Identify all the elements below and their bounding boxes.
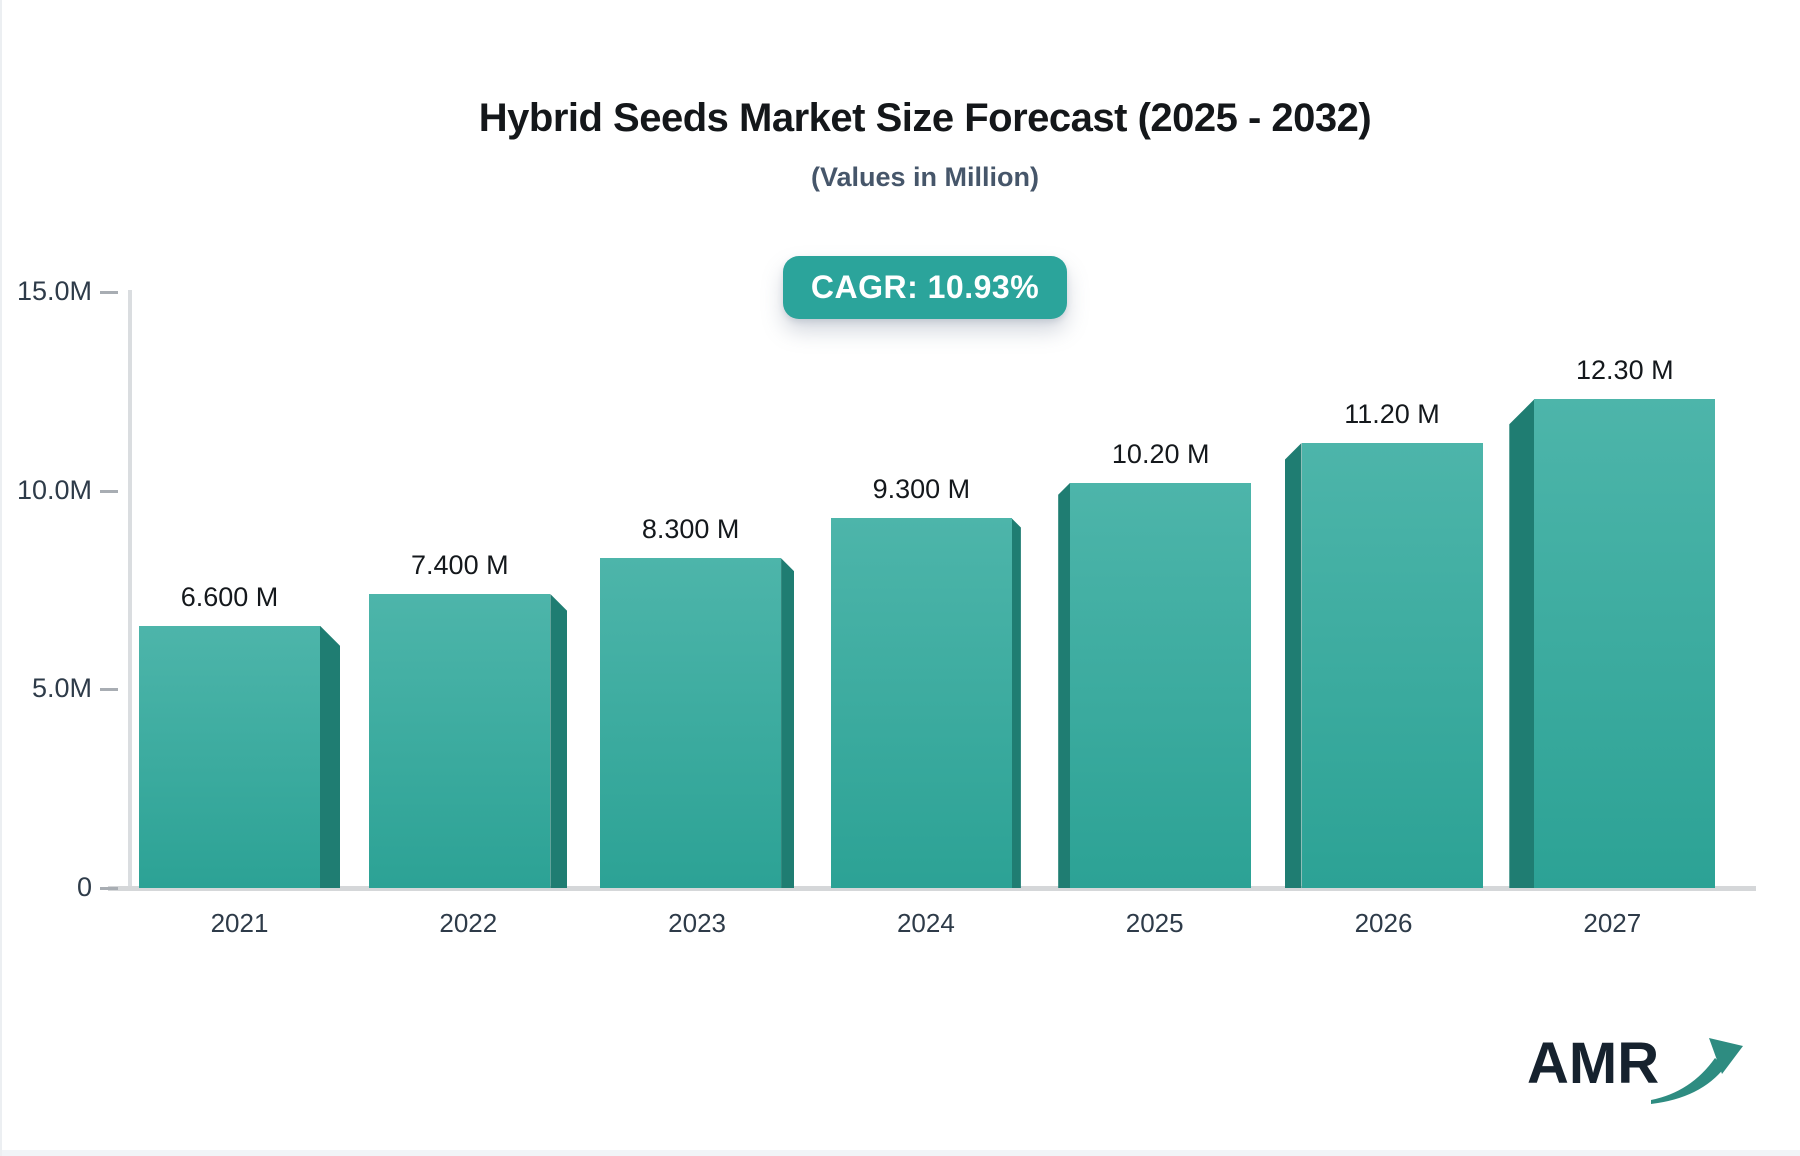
- bar-value-label: 6.600 M: [180, 581, 279, 612]
- left-edge-strip: [0, 0, 2, 1156]
- growth-arrow-icon: [1651, 1038, 1743, 1104]
- chart-title: Hybrid Seeds Market Size Forecast (2025 …: [478, 96, 1372, 140]
- y-tick-mark: [100, 291, 118, 294]
- bar: [830, 518, 1012, 888]
- bar-side: [550, 593, 568, 888]
- y-tick-mark: [100, 688, 118, 692]
- x-tick-label: 2022: [439, 908, 498, 938]
- bar-side: [1011, 518, 1021, 888]
- bar-value-label: 9.300 M: [872, 474, 971, 505]
- bar-value-label: 11.20 M: [1344, 398, 1440, 429]
- bar-value-label: 8.300 M: [641, 514, 740, 545]
- chart-subtitle: (Values in Million): [810, 162, 1040, 192]
- y-tick-label: 15.0M: [16, 276, 92, 306]
- cagr-badge: CAGR: 10.93%: [782, 256, 1068, 319]
- bar-value-label: 7.400 M: [411, 549, 509, 580]
- x-tick-label: 2026: [1354, 908, 1413, 938]
- x-tick-label: 2027: [1583, 908, 1642, 938]
- bottom-edge-strip: [0, 1150, 1800, 1156]
- x-tick-label: 2023: [668, 908, 727, 938]
- x-tick-label: 2021: [210, 908, 269, 938]
- bar: [600, 558, 782, 888]
- cagr-badge-row: CAGR: 10.93%: [0, 256, 1800, 319]
- y-tick-label: 0: [76, 872, 92, 902]
- amr-logo: AMR: [1527, 1030, 1757, 1120]
- bar: [1070, 482, 1252, 888]
- bar: [369, 593, 551, 888]
- bar: [139, 625, 320, 888]
- y-tick-mark: [100, 887, 118, 890]
- bar-value-label: 12.30 M: [1576, 355, 1674, 386]
- bar-value-label: 10.20 M: [1111, 438, 1210, 469]
- x-tick-label: 2024: [896, 908, 955, 938]
- bar: [1301, 442, 1483, 888]
- logo-text: AMR: [1527, 1031, 1660, 1096]
- bar-side: [1058, 482, 1071, 888]
- x-tick-label: 2025: [1125, 908, 1184, 938]
- bar: [1534, 399, 1716, 888]
- y-tick-label: 10.0M: [16, 474, 92, 505]
- bar-side: [320, 625, 340, 888]
- x-axis-line: [108, 886, 1756, 891]
- bar-side: [781, 558, 795, 888]
- y-tick-mark: [100, 489, 118, 493]
- y-tick-label: 5.0M: [31, 673, 92, 704]
- bar-side: [1509, 399, 1535, 888]
- bar-side: [1284, 442, 1302, 888]
- y-axis-line: [128, 290, 132, 888]
